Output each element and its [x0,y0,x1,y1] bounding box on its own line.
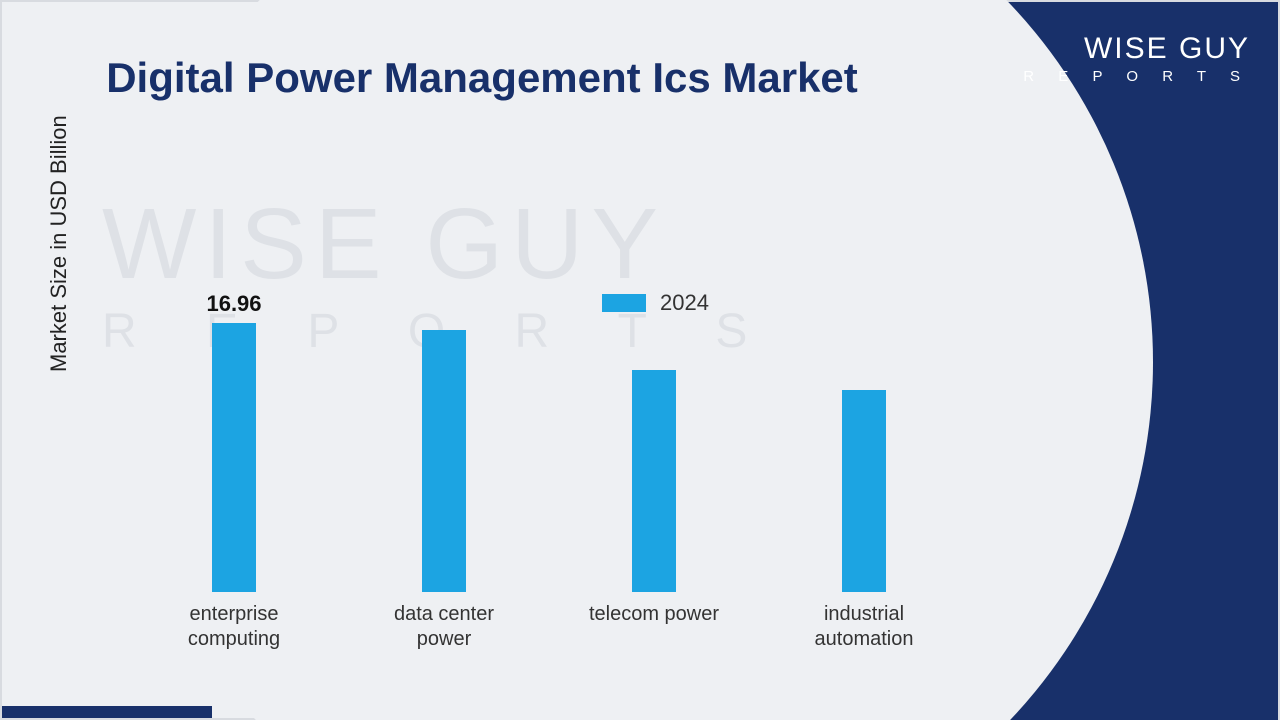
category-label: enterprise computing [154,602,314,652]
bar-group: industrial automation [842,322,886,592]
legend-label: 2024 [660,290,709,316]
bar [212,323,256,592]
brand-line1: WISE GUY [1023,32,1250,66]
category-label: industrial automation [784,602,944,652]
plot-area: 16.96enterprise computing data center pow… [132,322,992,592]
bar-group: data center power [422,322,466,592]
brand-logo: WISE GUY R E P O R T S [1023,32,1250,85]
category-label: telecom power [574,602,734,627]
brand-line2: R E P O R T S [1023,68,1250,85]
legend-swatch [602,294,646,312]
bottom-accent-bar [2,706,212,718]
bar-group: telecom power [632,322,676,592]
bar [632,370,676,592]
chart-title: Digital Power Management Ics Market [2,54,962,102]
legend: 2024 [602,290,709,316]
bar [422,330,466,592]
bar [842,390,886,592]
bar-value-label: 16.96 [206,291,261,317]
category-label: data center power [364,602,524,652]
chart-card: WISE GUY R E P O R T S Digital Power Man… [0,0,1280,720]
y-axis-label: Market Size in USD Billion [46,115,72,372]
bar-group: 16.96enterprise computing [212,322,256,592]
